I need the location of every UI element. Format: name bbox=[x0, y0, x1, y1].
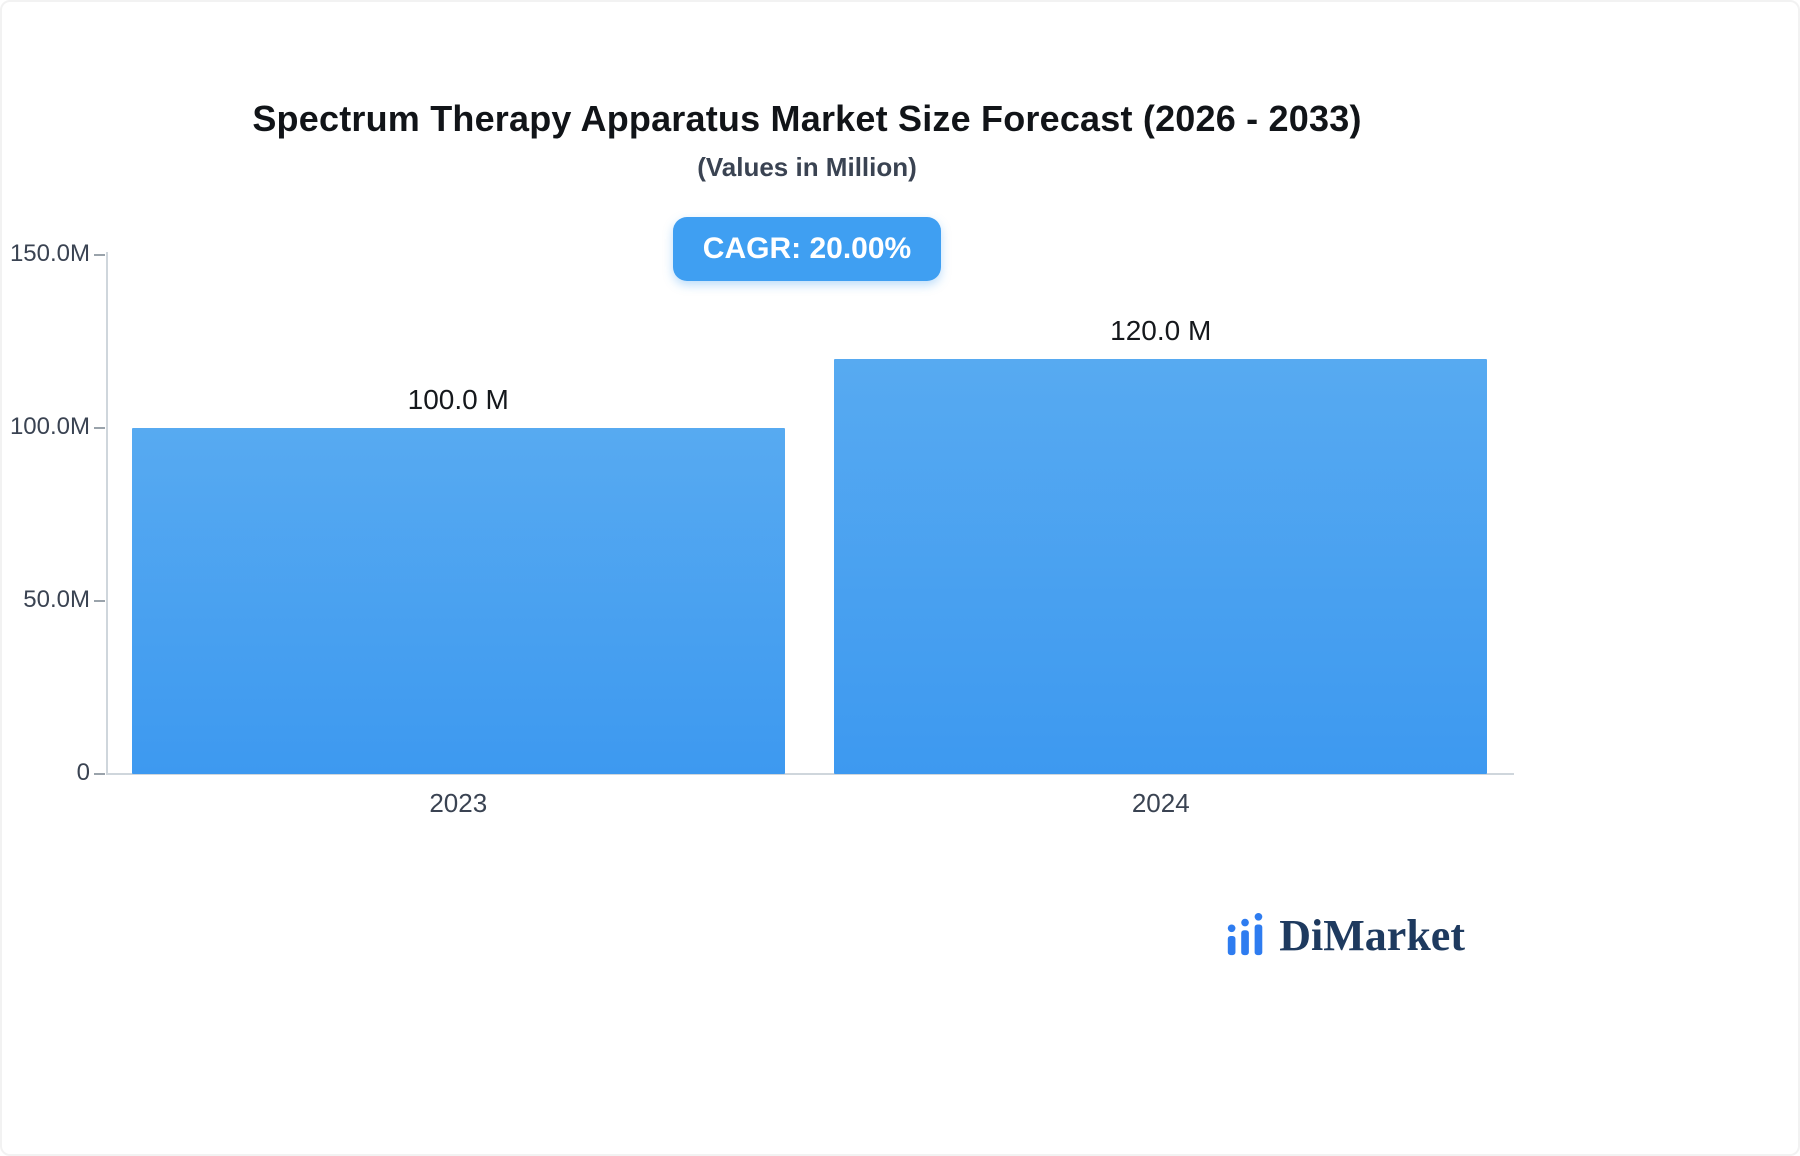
bar-value-label: 120.0 M bbox=[1110, 314, 1212, 346]
brand-name: DiMarket bbox=[1279, 911, 1465, 960]
bar-chart-icon bbox=[1228, 912, 1263, 956]
bar-2024 bbox=[834, 358, 1488, 774]
y-tick-label: 100.0M bbox=[9, 413, 90, 440]
x-axis-label: 2024 bbox=[1131, 788, 1190, 818]
y-tick-mark bbox=[94, 773, 105, 775]
cagr-badge: CAGR: 20.00% bbox=[672, 217, 942, 281]
y-tick-label: 50.0M bbox=[23, 586, 90, 613]
chart-header: Spectrum Therapy Apparatus Market Size F… bbox=[57, 2, 1557, 281]
y-tick-mark bbox=[94, 600, 105, 602]
x-axis-label: 2023 bbox=[429, 788, 488, 818]
y-tick-label: 0 bbox=[76, 759, 90, 786]
chart-subtitle: (Values in Million) bbox=[697, 152, 917, 182]
bar-value-label: 100.0 M bbox=[407, 384, 509, 415]
y-tick-mark bbox=[94, 254, 105, 256]
chart-title: Spectrum Therapy Apparatus Market Size F… bbox=[252, 98, 1362, 139]
brand-logo: DiMarket bbox=[1223, 912, 1465, 958]
bar-2023 bbox=[131, 428, 785, 774]
x-axis-line bbox=[106, 773, 1514, 775]
y-tick-label: 150.0M bbox=[9, 240, 90, 267]
y-tick-mark bbox=[94, 427, 105, 429]
y-axis-line bbox=[106, 252, 108, 774]
